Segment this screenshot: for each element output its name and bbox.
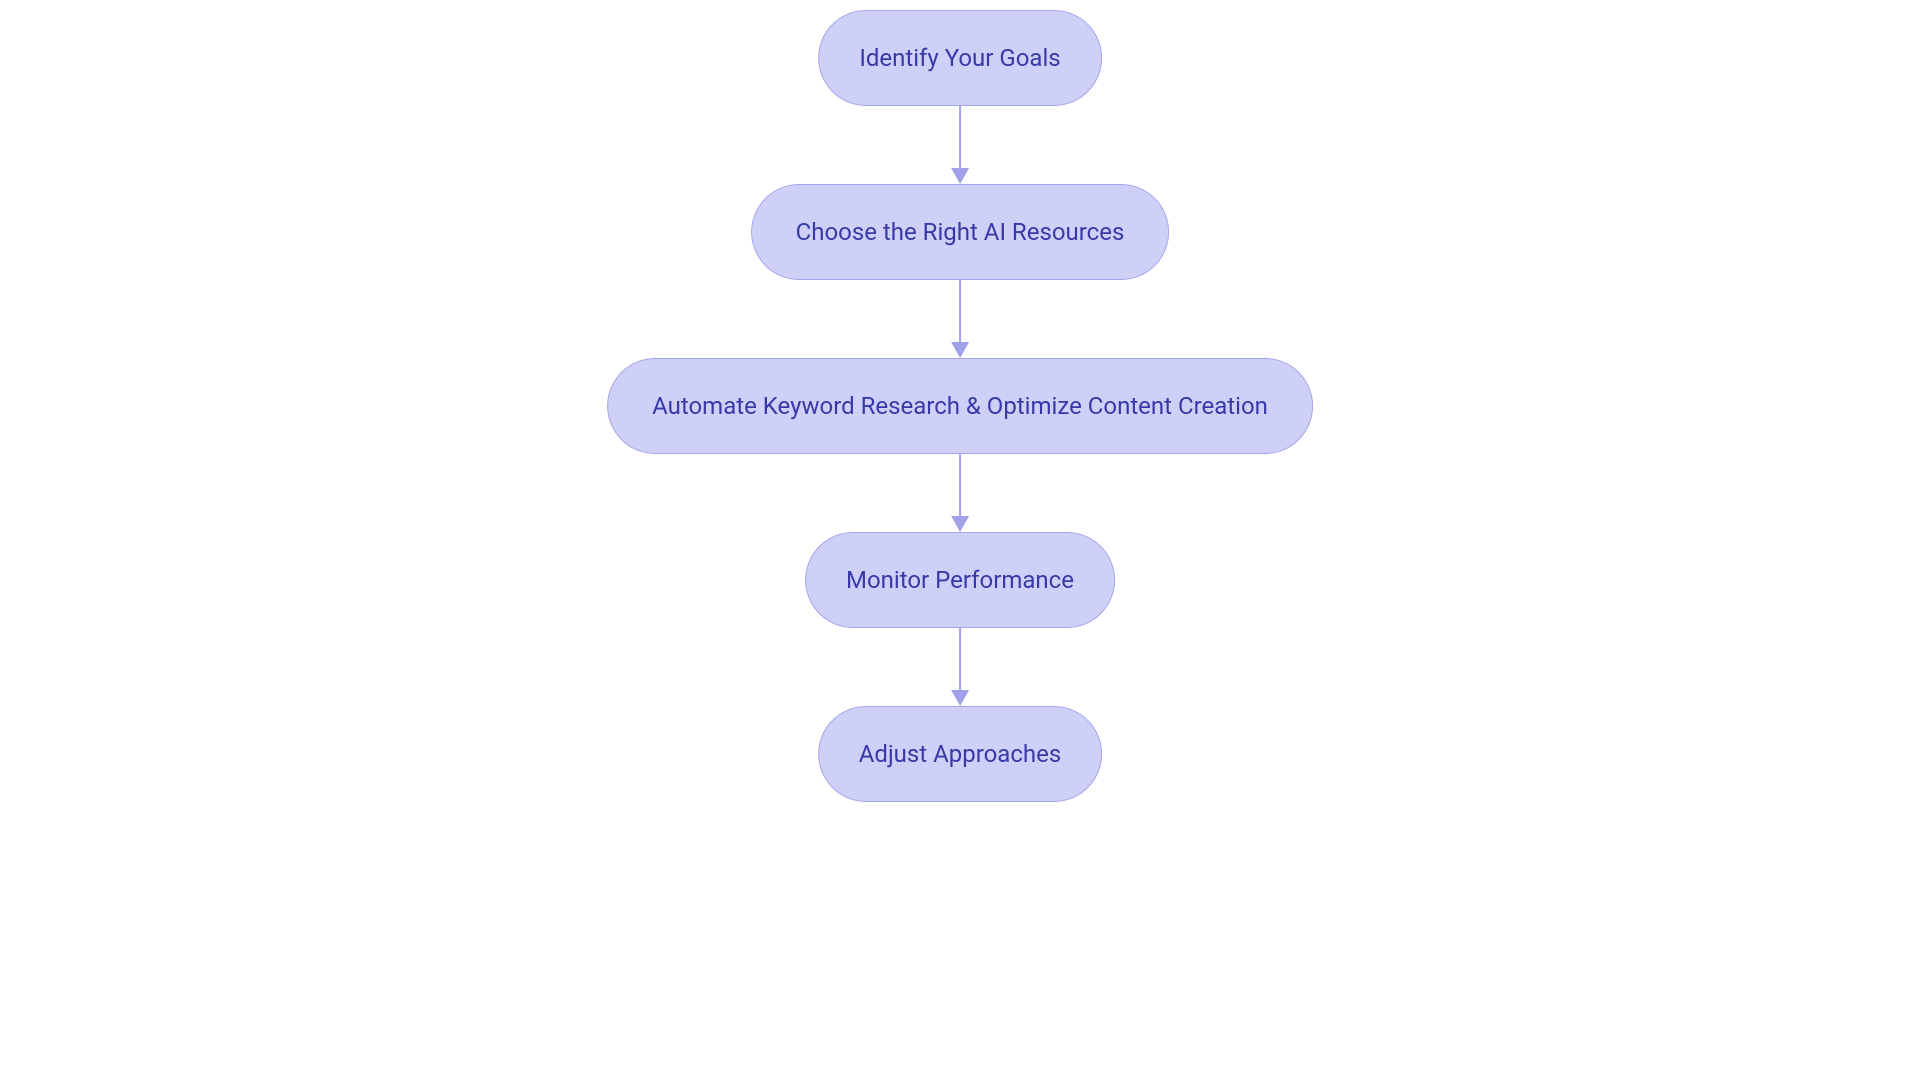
flowchart-node: Adjust Approaches (818, 706, 1103, 802)
arrow-line (959, 454, 961, 516)
flowchart-node: Monitor Performance (805, 532, 1115, 628)
flowchart-arrow (951, 280, 969, 358)
flowchart-node-label: Choose the Right AI Resources (796, 218, 1125, 246)
flowchart-node-label: Automate Keyword Research & Optimize Con… (652, 392, 1268, 420)
flowchart-node: Choose the Right AI Resources (751, 184, 1170, 280)
arrow-head-icon (951, 516, 969, 532)
flowchart-node: Automate Keyword Research & Optimize Con… (607, 358, 1313, 454)
arrow-line (959, 106, 961, 168)
arrow-head-icon (951, 168, 969, 184)
flowchart-container: Identify Your Goals Choose the Right AI R… (607, 10, 1313, 802)
flowchart-node: Identify Your Goals (818, 10, 1101, 106)
flowchart-arrow (951, 106, 969, 184)
flowchart-arrow (951, 628, 969, 706)
flowchart-node-label: Adjust Approaches (859, 740, 1062, 768)
flowchart-node-label: Monitor Performance (846, 566, 1074, 594)
arrow-line (959, 628, 961, 690)
flowchart-node-label: Identify Your Goals (859, 44, 1060, 72)
arrow-head-icon (951, 342, 969, 358)
arrow-line (959, 280, 961, 342)
flowchart-arrow (951, 454, 969, 532)
arrow-head-icon (951, 690, 969, 706)
